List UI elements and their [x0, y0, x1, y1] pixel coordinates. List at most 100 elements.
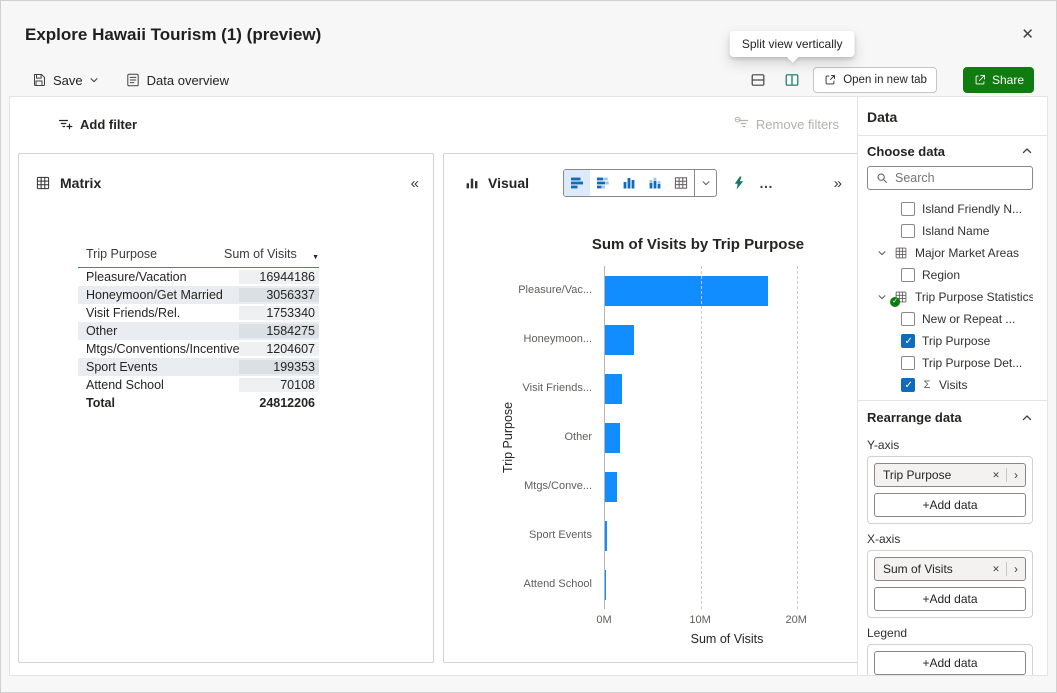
add-filter-button[interactable]: Add filter	[57, 116, 137, 132]
data-overview-icon	[125, 72, 141, 88]
field-checkbox[interactable]	[901, 378, 915, 392]
cell-trip-purpose: Other	[86, 324, 118, 338]
bar-1[interactable]	[605, 324, 635, 355]
table-row[interactable]: Honeymoon/Get Married 3056337	[78, 286, 319, 304]
column-header-sum-of-visits[interactable]: Sum of Visits ▼	[224, 247, 319, 261]
bar-chart-type-icon	[569, 175, 585, 191]
data-overview-button[interactable]: Data overview	[125, 72, 229, 88]
table-row[interactable]: Sport Events 199353	[78, 358, 319, 376]
field-label: Trip Purpose Det...	[922, 356, 1023, 370]
data-overview-label: Data overview	[146, 72, 230, 88]
x-axis-field-pill[interactable]: Sum of Visits ✕ ›	[874, 557, 1026, 581]
y-axis-field-pill[interactable]: Trip Purpose ✕ ›	[874, 463, 1026, 487]
table-row[interactable]: Pleasure/Vacation 16944186	[78, 268, 319, 286]
x-axis-add-data-button[interactable]: +Add data	[874, 587, 1026, 611]
field-item[interactable]: Island Friendly N...	[867, 198, 1033, 220]
share-button[interactable]: Share	[962, 67, 1034, 93]
sort-descending-icon[interactable]: ▼	[312, 253, 319, 261]
split-view-horizontally-button[interactable]	[745, 67, 771, 93]
category-label: Attend School	[523, 578, 593, 590]
open-in-new-tab-button[interactable]: Open in new tab	[813, 67, 937, 93]
rearrange-data-label: Rearrange data	[867, 410, 962, 425]
bar-5[interactable]	[605, 520, 607, 551]
choose-data-header[interactable]: Choose data	[867, 136, 1033, 166]
field-checkbox[interactable]	[901, 356, 915, 370]
cell-trip-purpose: Mtgs/Conventions/Incentive	[86, 342, 239, 356]
field-item[interactable]: Island Name	[867, 220, 1033, 242]
collapse-panel-icon[interactable]: «	[410, 174, 419, 192]
field-checkbox[interactable]	[901, 224, 915, 238]
search-input[interactable]	[895, 171, 1025, 185]
bar-4[interactable]	[605, 471, 617, 502]
rearrange-data-header[interactable]: Rearrange data	[858, 400, 1047, 432]
cell-sum-of-visits: 1753340	[239, 306, 319, 320]
chart-type-table-button[interactable]	[668, 170, 694, 196]
expand-panel-icon[interactable]: »	[833, 174, 842, 192]
cell-trip-purpose: Honeymoon/Get Married	[86, 288, 223, 302]
field-checkbox[interactable]	[901, 312, 915, 326]
dataset-item[interactable]: Major Market Areas	[867, 242, 1033, 264]
chart-type-column-button[interactable]	[616, 170, 642, 196]
close-button[interactable]: ✕	[1021, 26, 1034, 43]
column-header-trip-purpose[interactable]: Trip Purpose	[86, 246, 158, 261]
category-label: Other	[564, 431, 592, 443]
legend-add-data-button[interactable]: +Add data	[874, 651, 1026, 675]
chevron-up-icon[interactable]	[1021, 412, 1033, 424]
matrix-icon	[35, 175, 51, 191]
chart-title: Sum of Visits by Trip Purpose	[591, 236, 805, 253]
legend-well: +Add data	[867, 644, 1033, 675]
bar-0[interactable]	[605, 275, 768, 306]
field-item[interactable]: New or Repeat ...	[867, 308, 1033, 330]
remove-field-icon[interactable]: ✕	[992, 563, 1000, 574]
save-button[interactable]: Save	[31, 72, 99, 88]
total-value: 24812206	[259, 396, 315, 410]
visual-panel: Visual … » Sum of Visits by Trip Purpose…	[443, 153, 859, 663]
category-label: Honeymoon...	[523, 333, 592, 345]
table-row[interactable]: Other 1584275	[78, 322, 319, 340]
expand-field-icon[interactable]: ›	[1014, 562, 1018, 576]
cell-trip-purpose: Pleasure/Vacation	[86, 270, 187, 284]
y-axis-add-data-button[interactable]: +Add data	[874, 493, 1026, 517]
chart-type-stacked-bar-button[interactable]	[590, 170, 616, 196]
cell-sum-of-visits: 1584275	[239, 324, 319, 338]
x-tick-label: 10M	[689, 614, 711, 626]
chart-type-stacked-column-button[interactable]	[642, 170, 668, 196]
bar-chart-icon	[464, 175, 480, 191]
bar-2[interactable]	[605, 373, 622, 404]
table-row[interactable]: Attend School 70108	[78, 376, 319, 394]
save-label: Save	[53, 72, 83, 88]
chevron-up-icon[interactable]	[1021, 145, 1033, 157]
table-row[interactable]: Mtgs/Conventions/Incentive 1204607	[78, 340, 319, 358]
search-box[interactable]	[867, 166, 1033, 190]
expand-field-icon[interactable]: ›	[1014, 468, 1018, 482]
remove-field-icon[interactable]: ✕	[992, 469, 1000, 480]
field-checkbox[interactable]	[901, 268, 915, 282]
dataset-item[interactable]: ✓ Trip Purpose Statistics	[867, 286, 1033, 308]
bar-3[interactable]	[605, 422, 621, 453]
chart-type-dropdown-button[interactable]	[694, 170, 716, 196]
cell-trip-purpose: Visit Friends/Rel.	[86, 306, 181, 320]
table-row[interactable]: Visit Friends/Rel. 1753340	[78, 304, 319, 322]
field-checkbox[interactable]	[901, 202, 915, 216]
bar-6[interactable]	[605, 569, 606, 600]
field-label: Region	[922, 268, 961, 282]
cell-trip-purpose: Sport Events	[86, 360, 158, 374]
remove-filters-button: Remove filters	[734, 116, 839, 132]
field-item[interactable]: Trip Purpose Det...	[867, 352, 1033, 374]
chevron-down-icon[interactable]	[89, 75, 99, 85]
choose-data-label: Choose data	[867, 143, 946, 159]
pill-divider	[1006, 562, 1007, 576]
pill-divider	[1006, 468, 1007, 482]
field-item[interactable]: Σ Visits	[867, 374, 1033, 396]
quick-visual-button[interactable]	[731, 175, 747, 191]
more-options-button[interactable]: …	[759, 175, 774, 191]
field-checkbox[interactable]	[901, 334, 915, 348]
split-view-vertically-button[interactable]: Split view vertically	[729, 31, 855, 93]
chevron-down-icon[interactable]	[877, 248, 887, 258]
field-item[interactable]: Trip Purpose	[867, 330, 1033, 352]
cell-sum-of-visits: 16944186	[239, 270, 319, 284]
field-item[interactable]: Region	[867, 264, 1033, 286]
table-icon: ✓	[890, 290, 908, 307]
chart-type-bar-button[interactable]	[564, 170, 590, 196]
chevron-down-icon[interactable]	[877, 292, 887, 302]
